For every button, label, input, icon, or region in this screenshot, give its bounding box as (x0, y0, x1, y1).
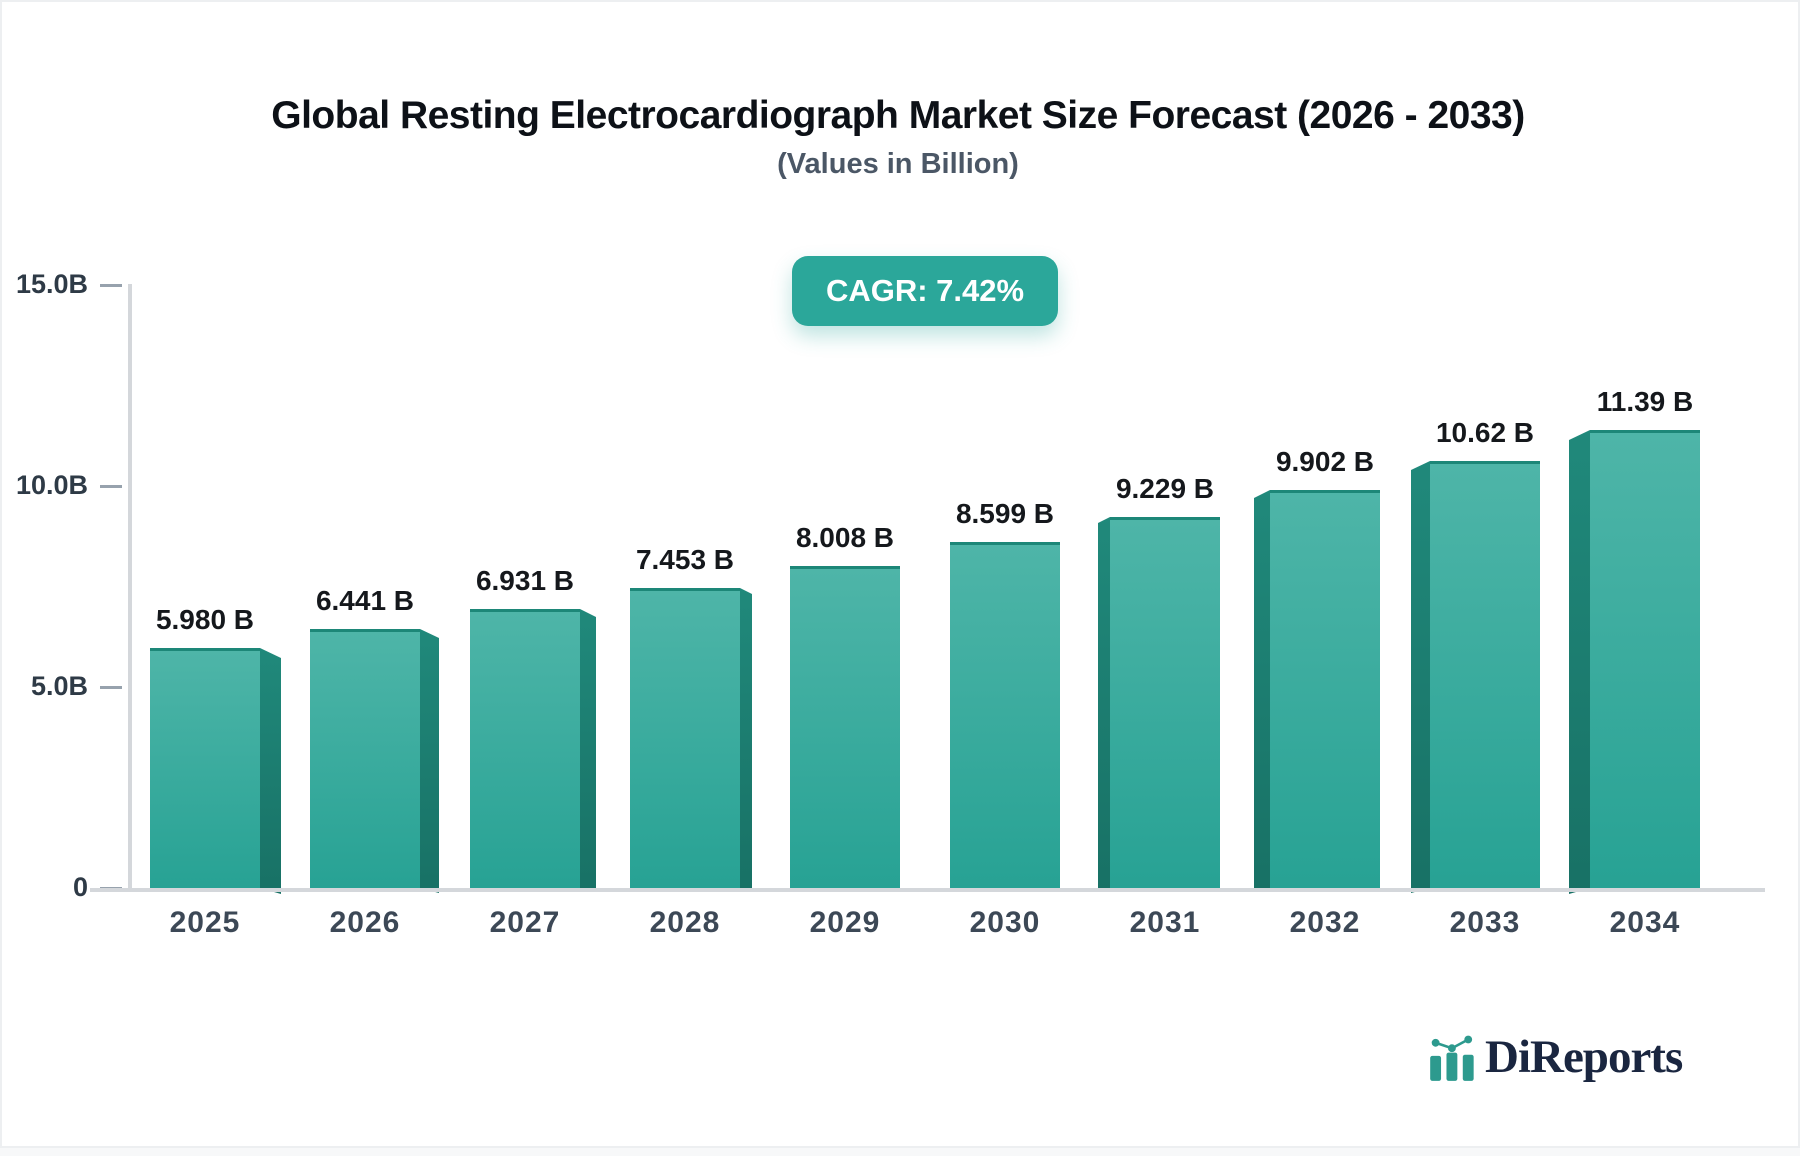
x-axis-label-2027: 2027 (489, 906, 561, 939)
bar-2029 (790, 566, 900, 888)
x-axis-label-2034: 2034 (1609, 906, 1681, 939)
y-tick-label: 0 (72, 872, 88, 902)
bar-3d-side (1411, 461, 1430, 893)
y-tick-mark (100, 284, 122, 287)
bar-value-label: 6.441 B (315, 585, 415, 616)
bar-value-label: 9.229 B (1115, 473, 1215, 504)
bar-value-label: 8.599 B (955, 498, 1055, 529)
x-axis-label-2032: 2032 (1289, 906, 1361, 939)
direports-logo: DiReports (1428, 1031, 1683, 1083)
direports-logo-text: DiReports (1485, 1031, 1683, 1083)
bar-value-label: 8.008 B (795, 522, 895, 553)
bar-value-label: 7.453 B (635, 544, 735, 575)
bar-2033 (1430, 461, 1540, 888)
bar-2030 (950, 542, 1060, 888)
bar-3d-side (420, 629, 439, 893)
chart-subtitle: (Values in Billion) (777, 148, 1019, 180)
y-tick-label: 5.0B (30, 671, 88, 701)
y-tick-mark (100, 686, 122, 689)
direports-logo-icon (1430, 1035, 1474, 1081)
bar-value-label: 6.931 B (475, 565, 575, 596)
bar-3d-side (1569, 430, 1590, 894)
bar-value-label: 9.902 B (1275, 446, 1375, 477)
x-axis-label-2031: 2031 (1129, 906, 1201, 939)
x-axis-label-2030: 2030 (969, 906, 1041, 939)
y-axis-line (128, 284, 132, 892)
x-axis-line (90, 888, 1765, 892)
bar-3d-side (580, 609, 596, 892)
cagr-badge: CAGR: 7.42% (792, 256, 1058, 326)
bar-2026 (310, 629, 420, 888)
y-tick-mark (100, 485, 122, 488)
bar-2025 (150, 648, 260, 888)
bar-2027 (470, 609, 580, 888)
bar-2034 (1590, 430, 1700, 888)
x-axis-label-2029: 2029 (809, 906, 881, 939)
bar-value-label: 11.39 B (1596, 386, 1694, 417)
bar-value-label: 10.62 B (1435, 417, 1535, 448)
bar-value-label: 5.980 B (155, 604, 255, 635)
x-axis-label-2033: 2033 (1449, 906, 1521, 939)
x-axis-label-2025: 2025 (169, 906, 241, 939)
bar-2028 (630, 588, 740, 888)
bar-3d-side (740, 588, 752, 891)
bar-3d-side (260, 648, 281, 894)
bar-3d-side (1254, 490, 1270, 892)
y-tick-label: 10.0B (15, 470, 88, 500)
y-tick-label: 15.0B (15, 269, 88, 299)
x-axis-label-2026: 2026 (329, 906, 401, 939)
chart-title: Global Resting Electrocardiograph Market… (271, 94, 1525, 137)
bar-2032 (1270, 490, 1380, 888)
x-axis-label-2028: 2028 (649, 906, 721, 939)
bar-3d-side (1098, 517, 1110, 891)
bar-2031 (1110, 517, 1220, 888)
